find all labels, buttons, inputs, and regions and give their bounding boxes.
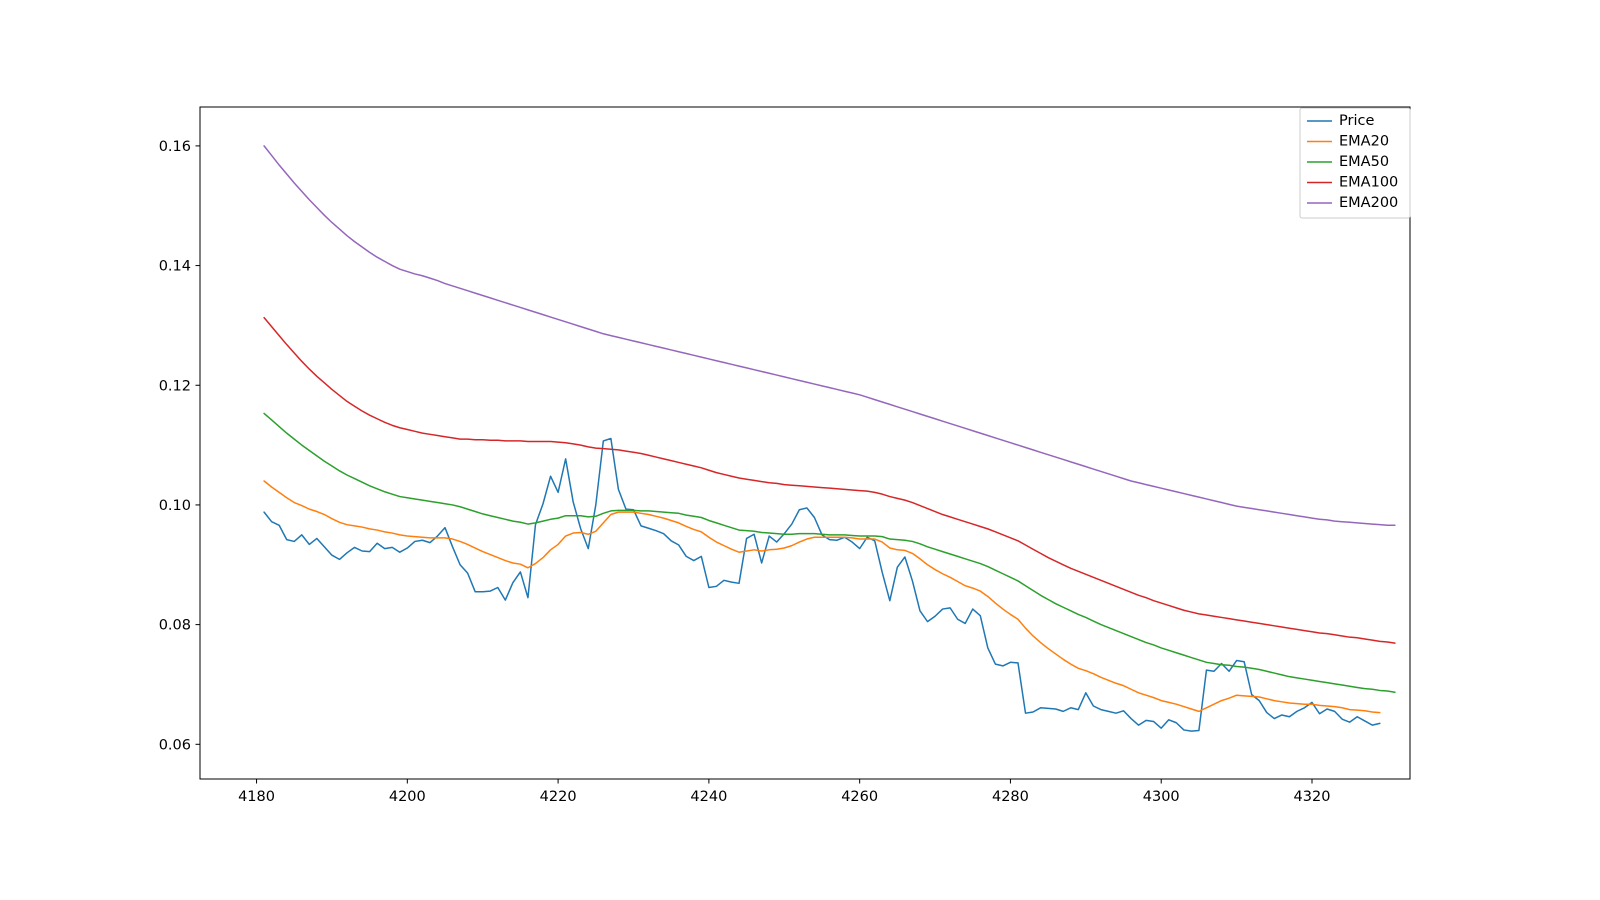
- y-tick-label: 0.10: [159, 498, 191, 514]
- series-line-ema200: [263, 145, 1396, 527]
- axes-frame: [199, 106, 1411, 780]
- x-tick-label: 4260: [841, 789, 878, 805]
- x-tick-label: 4300: [1143, 789, 1180, 805]
- x-tick-label: 4320: [1294, 789, 1331, 805]
- series-line-ema100: [263, 316, 1396, 644]
- y-tick-label: 0.14: [159, 259, 191, 275]
- chart-legend: Price EMA20 EMA50 EMA100 EMA200: [1299, 107, 1411, 219]
- y-tick-label: 0.08: [159, 618, 191, 634]
- x-tick-label: 4200: [389, 789, 426, 805]
- x-tick-label: 4240: [690, 789, 727, 805]
- legend-label-ema100: EMA100: [1339, 175, 1398, 191]
- x-tick-label: 4220: [540, 789, 577, 805]
- y-tick-label: 0.16: [159, 139, 191, 155]
- legend-box: [1299, 107, 1411, 219]
- series-line-ema50: [263, 412, 1396, 693]
- series-line-ema20: [263, 480, 1381, 714]
- data-series-group: [263, 145, 1396, 732]
- x-tick-label: 4280: [992, 789, 1029, 805]
- y-tick-label: 0.12: [159, 378, 191, 394]
- y-tick-label: 0.06: [159, 737, 191, 753]
- x-tick-label: 4180: [238, 789, 275, 805]
- legend-label-ema50: EMA50: [1339, 154, 1389, 170]
- y-axis-ticks: 0.06 0.08 0.10 0.12 0.14 0.16: [159, 139, 200, 753]
- x-axis-ticks: 4180 4200 4220 4240 4260 4280 4300 4320: [238, 779, 1330, 805]
- legend-label-ema200: EMA200: [1339, 195, 1398, 211]
- legend-label-ema20: EMA20: [1339, 134, 1389, 150]
- legend-label-price: Price: [1339, 113, 1374, 129]
